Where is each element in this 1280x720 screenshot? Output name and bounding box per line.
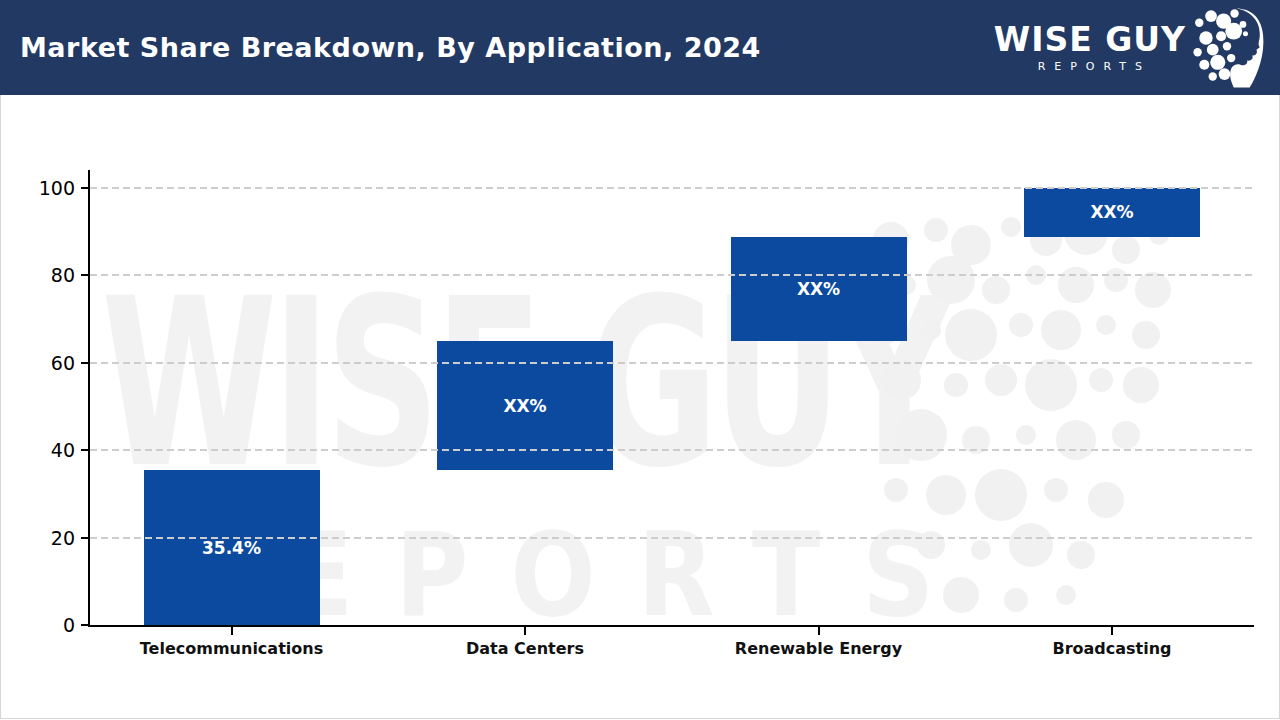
- y-tick-label: 60: [25, 352, 75, 374]
- wiseguy-head-icon: [1188, 6, 1266, 90]
- bar: XX%: [731, 237, 907, 341]
- header: Market Share Breakdown, By Application, …: [0, 0, 1280, 95]
- y-tick-label: 80: [25, 264, 75, 286]
- watermark-dots-icon: [861, 215, 1181, 625]
- y-tick-mark: [81, 362, 89, 364]
- y-tick-label: 100: [25, 177, 75, 199]
- y-tick-mark: [81, 187, 89, 189]
- category-label: Telecommunications: [82, 639, 382, 658]
- bar: 35.4%: [144, 470, 320, 625]
- y-tick-mark: [81, 274, 89, 276]
- category-label: Renewable Energy: [669, 639, 969, 658]
- x-tick-mark: [1111, 627, 1113, 635]
- gridline: [90, 274, 1254, 276]
- bar: XX%: [1024, 188, 1200, 237]
- category-label: Data Centers: [375, 639, 675, 658]
- gridline: [90, 449, 1254, 451]
- y-tick-label: 20: [25, 527, 75, 549]
- gridline: [90, 362, 1254, 364]
- gridline: [90, 187, 1254, 189]
- plot-area: WISE GUY REPORTS: [1, 95, 1280, 719]
- x-tick-mark: [231, 627, 233, 635]
- y-tick-mark: [81, 537, 89, 539]
- bar-value-label: XX%: [1090, 202, 1133, 222]
- bar-value-label: XX%: [797, 279, 840, 299]
- y-tick-mark: [81, 449, 89, 451]
- y-tick-label: 0: [25, 614, 75, 636]
- brand-logo: WISE GUY REPORTS: [994, 0, 1266, 95]
- page-title: Market Share Breakdown, By Application, …: [20, 32, 761, 63]
- y-axis-spine: [88, 170, 90, 626]
- brand-subname: REPORTS: [1038, 61, 1151, 72]
- bar-value-label: 35.4%: [202, 538, 261, 558]
- brand-name: WISE GUY: [994, 23, 1186, 56]
- y-tick-mark: [81, 624, 89, 626]
- y-tick-label: 40: [25, 439, 75, 461]
- bar-value-label: XX%: [503, 396, 546, 416]
- gridline: [90, 537, 1254, 539]
- x-tick-mark: [818, 627, 820, 635]
- x-axis-line: [88, 625, 1254, 627]
- brand-wordmark: WISE GUY REPORTS: [994, 23, 1186, 72]
- x-tick-mark: [524, 627, 526, 635]
- chart-card: WISE GUY REPORTS: [0, 95, 1280, 719]
- category-label: Broadcasting: [962, 639, 1262, 658]
